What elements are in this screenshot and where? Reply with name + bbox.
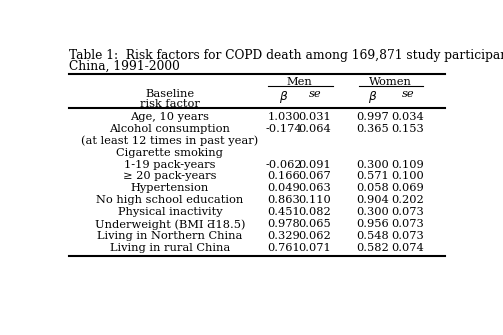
Text: Living in Northern China: Living in Northern China [97,231,242,241]
Text: No high school education: No high school education [96,195,243,205]
Text: 0.071: 0.071 [298,243,331,253]
Text: 0.153: 0.153 [391,124,424,134]
Text: 0.063: 0.063 [298,184,331,193]
Text: 0.110: 0.110 [298,195,331,205]
Text: 0.166: 0.166 [268,172,300,182]
Text: China, 1991-2000: China, 1991-2000 [69,59,180,72]
Text: 1-19 pack-years: 1-19 pack-years [124,159,216,170]
Text: Men: Men [286,77,312,87]
Text: 0.863: 0.863 [268,195,300,205]
Text: -0.062: -0.062 [266,159,302,170]
Text: 0.978: 0.978 [268,219,300,229]
Text: risk factor: risk factor [140,99,200,109]
Text: 0.074: 0.074 [391,243,424,253]
Text: se: se [401,89,414,99]
Text: $\beta$: $\beta$ [279,89,288,105]
Text: 0.548: 0.548 [357,231,389,241]
Text: 0.069: 0.069 [391,184,424,193]
Text: Hypertension: Hypertension [131,184,209,193]
Text: 0.073: 0.073 [391,231,424,241]
Text: se: se [308,89,321,99]
Text: 0.329: 0.329 [268,231,300,241]
Text: 0.365: 0.365 [357,124,389,134]
Text: 0.073: 0.073 [391,207,424,217]
Text: Physical inactivity: Physical inactivity [118,207,222,217]
Text: 0.073: 0.073 [391,219,424,229]
Text: 0.100: 0.100 [391,172,424,182]
Text: 0.062: 0.062 [298,231,331,241]
Text: Cigarette smoking: Cigarette smoking [116,148,223,157]
Text: Baseline: Baseline [145,89,194,99]
Text: 0.571: 0.571 [357,172,389,182]
Text: Living in rural China: Living in rural China [110,243,230,253]
Text: 0.049: 0.049 [268,184,300,193]
Text: 0.761: 0.761 [268,243,300,253]
Text: 0.064: 0.064 [298,124,331,134]
Text: 0.067: 0.067 [298,172,331,182]
Text: 0.058: 0.058 [357,184,389,193]
Text: 0.202: 0.202 [391,195,424,205]
Text: 0.956: 0.956 [357,219,389,229]
Text: 1.030: 1.030 [268,112,300,122]
Text: 0.451: 0.451 [268,207,300,217]
Text: 0.091: 0.091 [298,159,331,170]
Text: Underweight (BMI Ƌ18.5): Underweight (BMI Ƌ18.5) [95,219,245,230]
Text: 0.034: 0.034 [391,112,424,122]
Text: (at least 12 times in past year): (at least 12 times in past year) [81,136,259,146]
Text: Women: Women [369,77,411,87]
Text: Age, 10 years: Age, 10 years [130,112,209,122]
Text: 0.065: 0.065 [298,219,331,229]
Text: -0.174: -0.174 [266,124,302,134]
Text: 0.300: 0.300 [357,207,389,217]
Text: 0.031: 0.031 [298,112,331,122]
Text: Table 1:  Risk factors for COPD death among 169,871 study participants,: Table 1: Risk factors for COPD death amo… [69,50,503,62]
Text: $\beta$: $\beta$ [368,89,378,105]
Text: 0.904: 0.904 [357,195,389,205]
Text: 0.300: 0.300 [357,159,389,170]
Text: 0.109: 0.109 [391,159,424,170]
Text: 0.997: 0.997 [357,112,389,122]
Text: 0.082: 0.082 [298,207,331,217]
Text: Alcohol consumption: Alcohol consumption [109,124,230,134]
Text: 0.582: 0.582 [357,243,389,253]
Text: ≥ 20 pack-years: ≥ 20 pack-years [123,172,217,182]
